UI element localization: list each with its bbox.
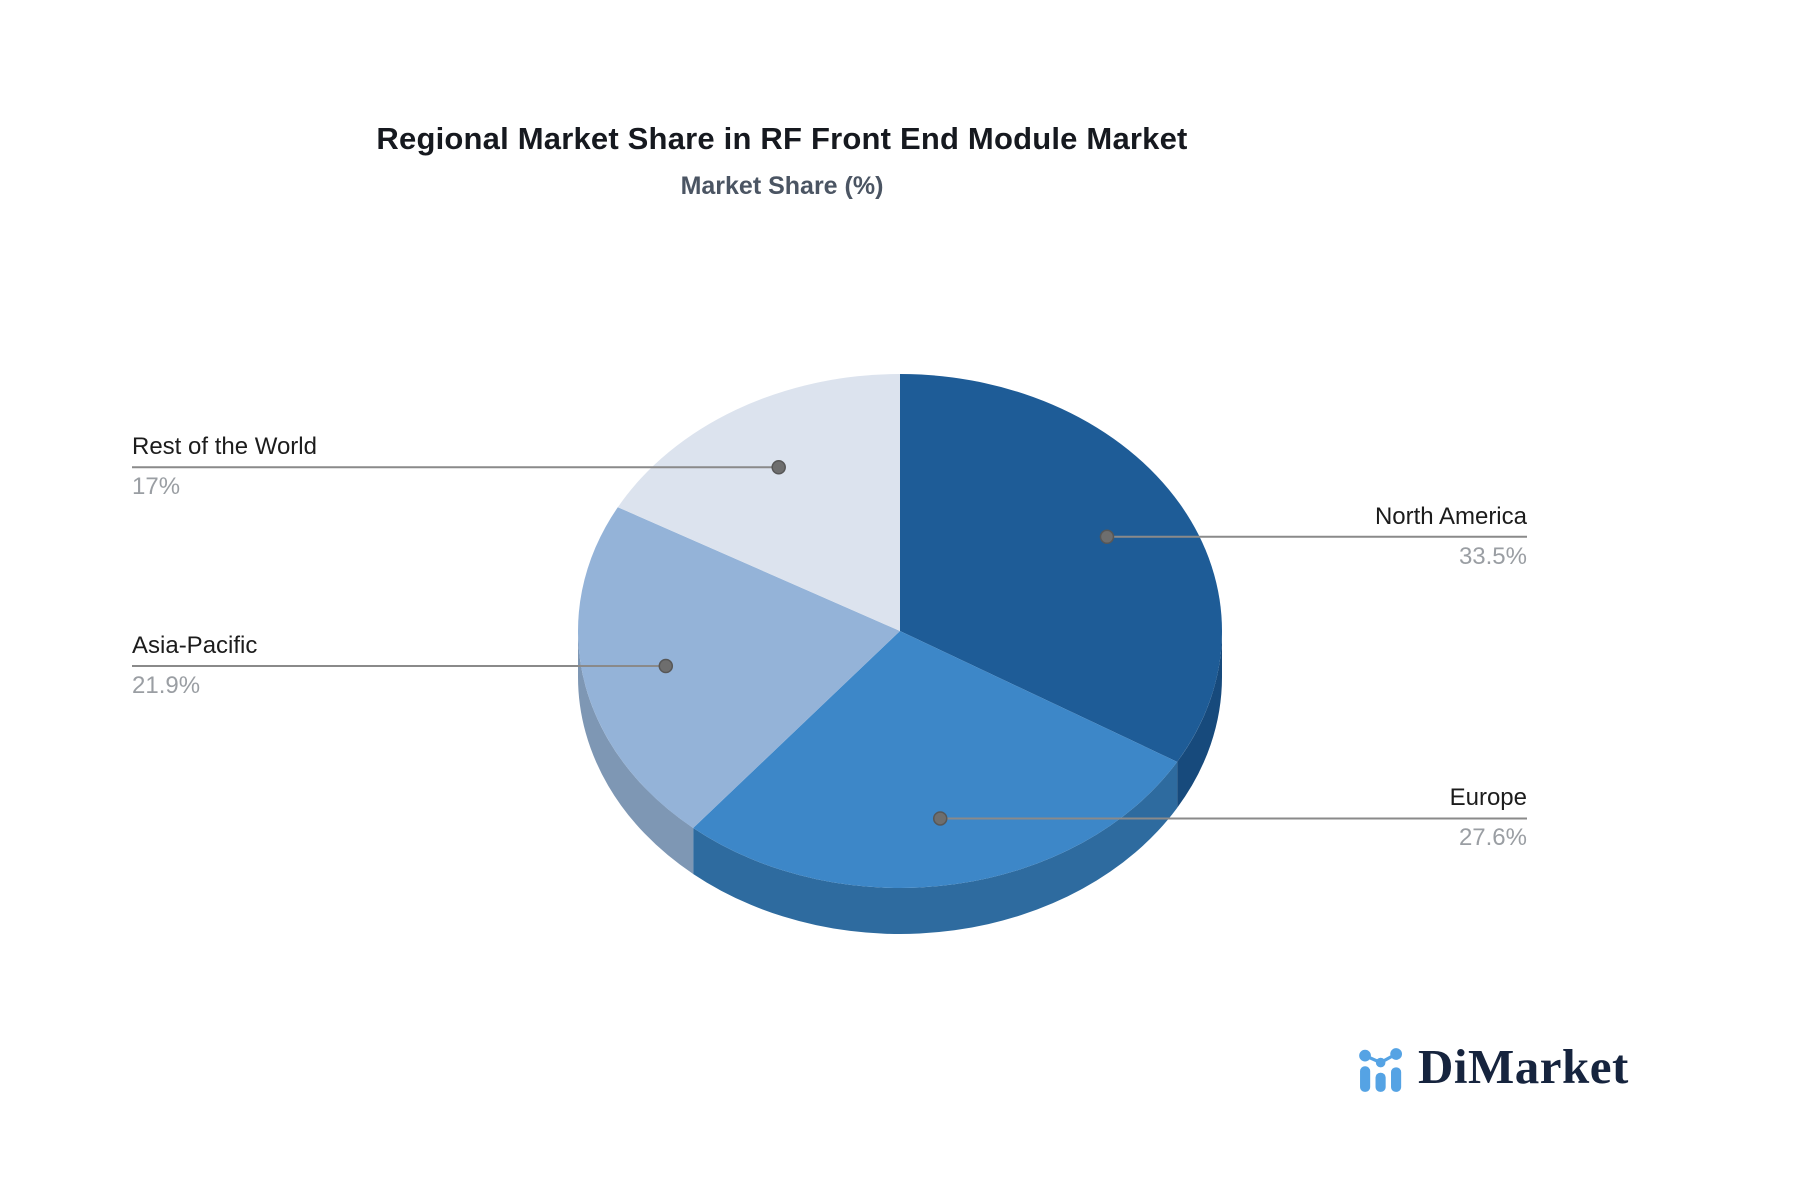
logo-bar (1360, 1066, 1371, 1092)
slice-label-asia-pacific: Asia-Pacific 21.9% (132, 632, 552, 699)
slice-label-gap (132, 659, 552, 672)
chart-subtitle: Market Share (%) (680, 172, 884, 200)
slice-label-rest-of-the-world: Rest of the World 17% (132, 433, 552, 500)
logo-dot (1359, 1049, 1371, 1062)
pie-slice-side-north-america (1177, 631, 1222, 808)
slice-label-value: 17% (132, 473, 181, 501)
slice-label-name: Europe (1449, 784, 1527, 812)
pie-slice-north-america[interactable] (900, 374, 1222, 762)
logo-dot (1375, 1057, 1386, 1068)
pie-slice-europe[interactable] (693, 631, 1178, 888)
logo-bar (1375, 1072, 1386, 1092)
slice-label-gap (1107, 530, 1527, 543)
slice-label-name: North America (1374, 502, 1527, 530)
pie-slice-asia-pacific[interactable] (578, 507, 900, 828)
pie-slice-side-asia-pacific (578, 631, 694, 874)
slice-label-value: 21.9% (132, 672, 201, 700)
pie-slice-side-europe (693, 761, 1178, 935)
slice-label-gap (1107, 811, 1527, 824)
chart-title: Regional Market Share in RF Front End Mo… (376, 121, 1188, 156)
pie-slice-rest-of-the-world[interactable] (617, 374, 900, 631)
leader-dot-north-america (1099, 529, 1115, 545)
slice-label-name: Rest of the World (132, 433, 317, 461)
logo-bar (1391, 1067, 1402, 1092)
slice-label-north-america: North America 33.5% (1107, 503, 1527, 570)
slice-label-value: 33.5% (1458, 542, 1527, 570)
leader-dot-asia-pacific (658, 658, 674, 674)
leader-dot-europe (932, 811, 948, 826)
slice-label-gap (132, 460, 552, 473)
slice-label-value: 27.6% (1458, 824, 1527, 852)
logo-dot (1390, 1048, 1403, 1060)
leader-dot-rest-of-the-world (771, 460, 786, 475)
slice-label-name: Asia-Pacific (132, 632, 258, 660)
slice-label-europe: Europe 27.6% (1107, 784, 1527, 851)
bar-line-chart-icon (1359, 1048, 1403, 1092)
brand-logo-text: DiMarket (1418, 1039, 1629, 1094)
brand-logo: DiMarket (1358, 1040, 1629, 1093)
